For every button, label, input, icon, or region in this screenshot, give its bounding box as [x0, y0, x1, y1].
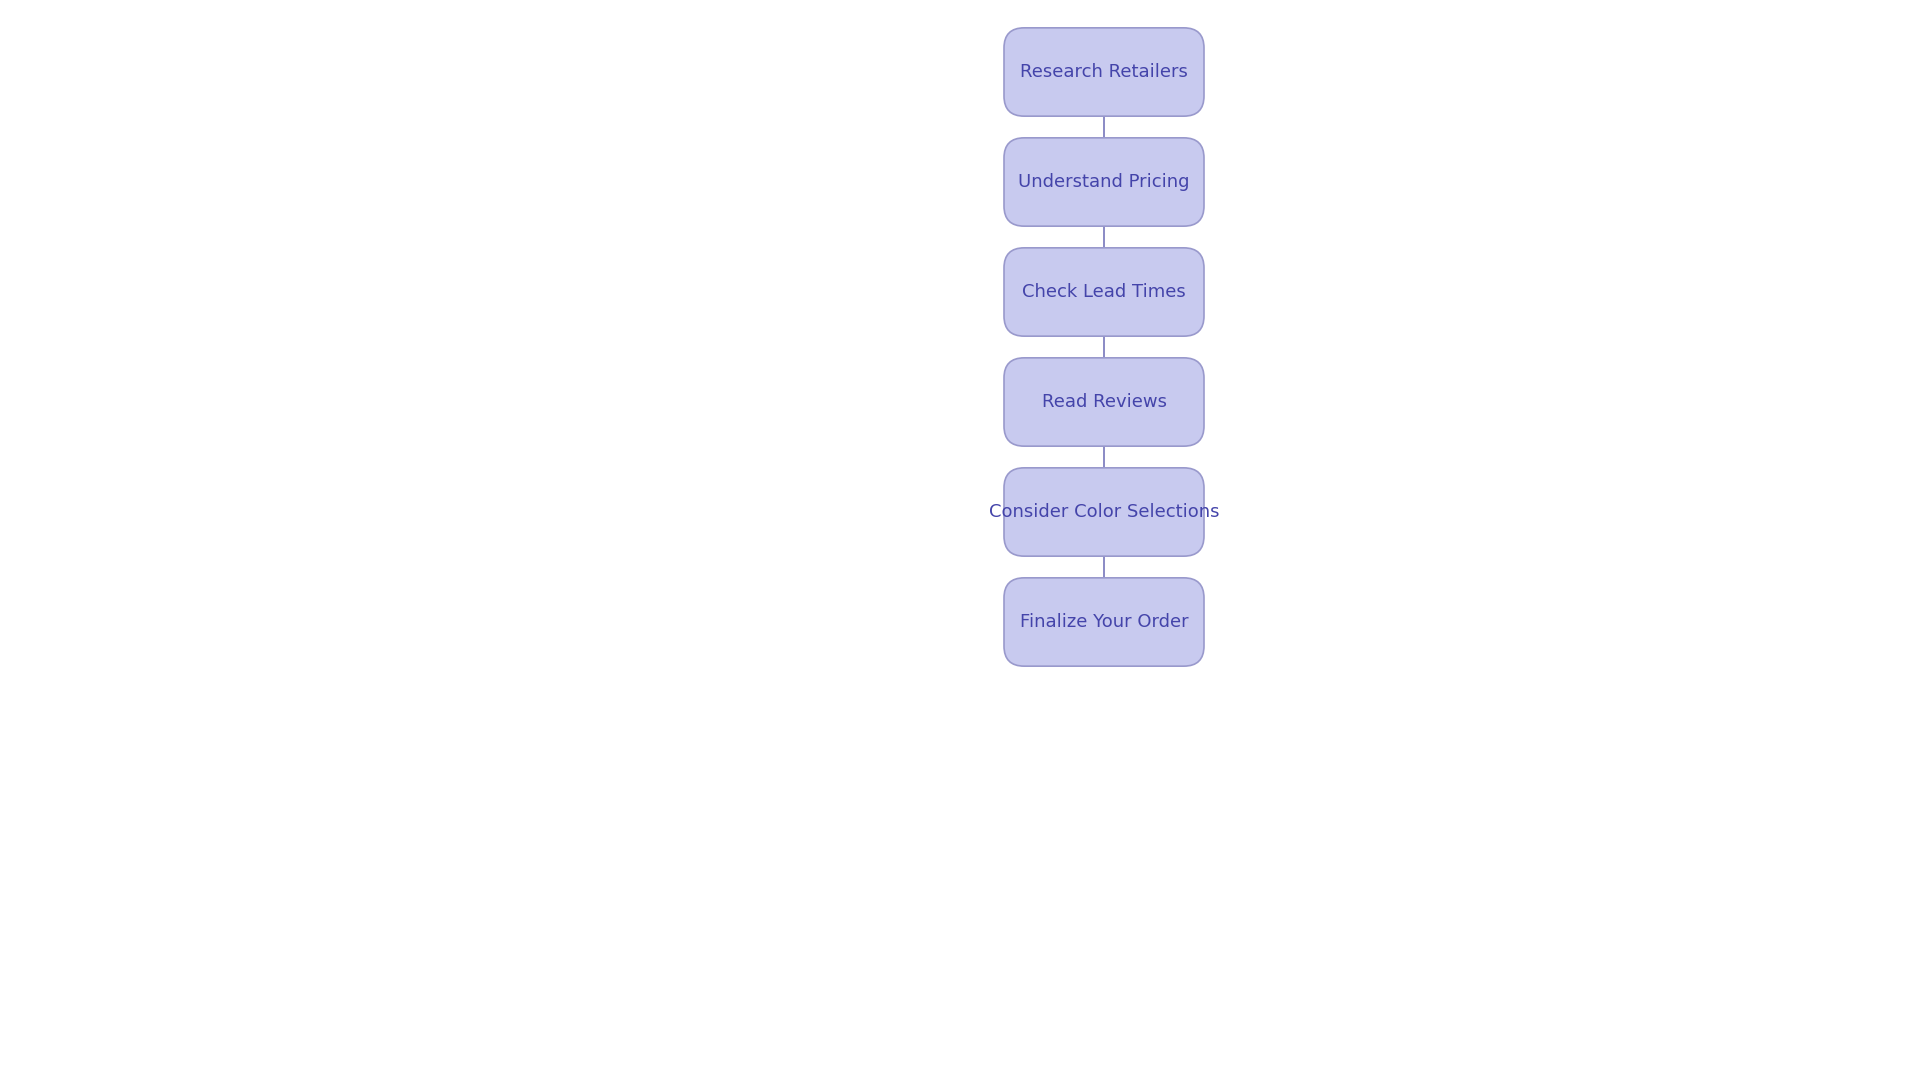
FancyBboxPatch shape: [1004, 578, 1204, 666]
Text: Research Retailers: Research Retailers: [1020, 63, 1188, 81]
Text: Check Lead Times: Check Lead Times: [1021, 283, 1187, 301]
Text: Understand Pricing: Understand Pricing: [1018, 173, 1190, 191]
Text: Finalize Your Order: Finalize Your Order: [1020, 613, 1188, 631]
Text: Read Reviews: Read Reviews: [1041, 393, 1167, 412]
FancyBboxPatch shape: [1004, 248, 1204, 336]
FancyBboxPatch shape: [1004, 468, 1204, 557]
FancyBboxPatch shape: [1004, 138, 1204, 226]
FancyBboxPatch shape: [1004, 28, 1204, 116]
Text: Consider Color Selections: Consider Color Selections: [989, 503, 1219, 521]
FancyBboxPatch shape: [1004, 357, 1204, 446]
